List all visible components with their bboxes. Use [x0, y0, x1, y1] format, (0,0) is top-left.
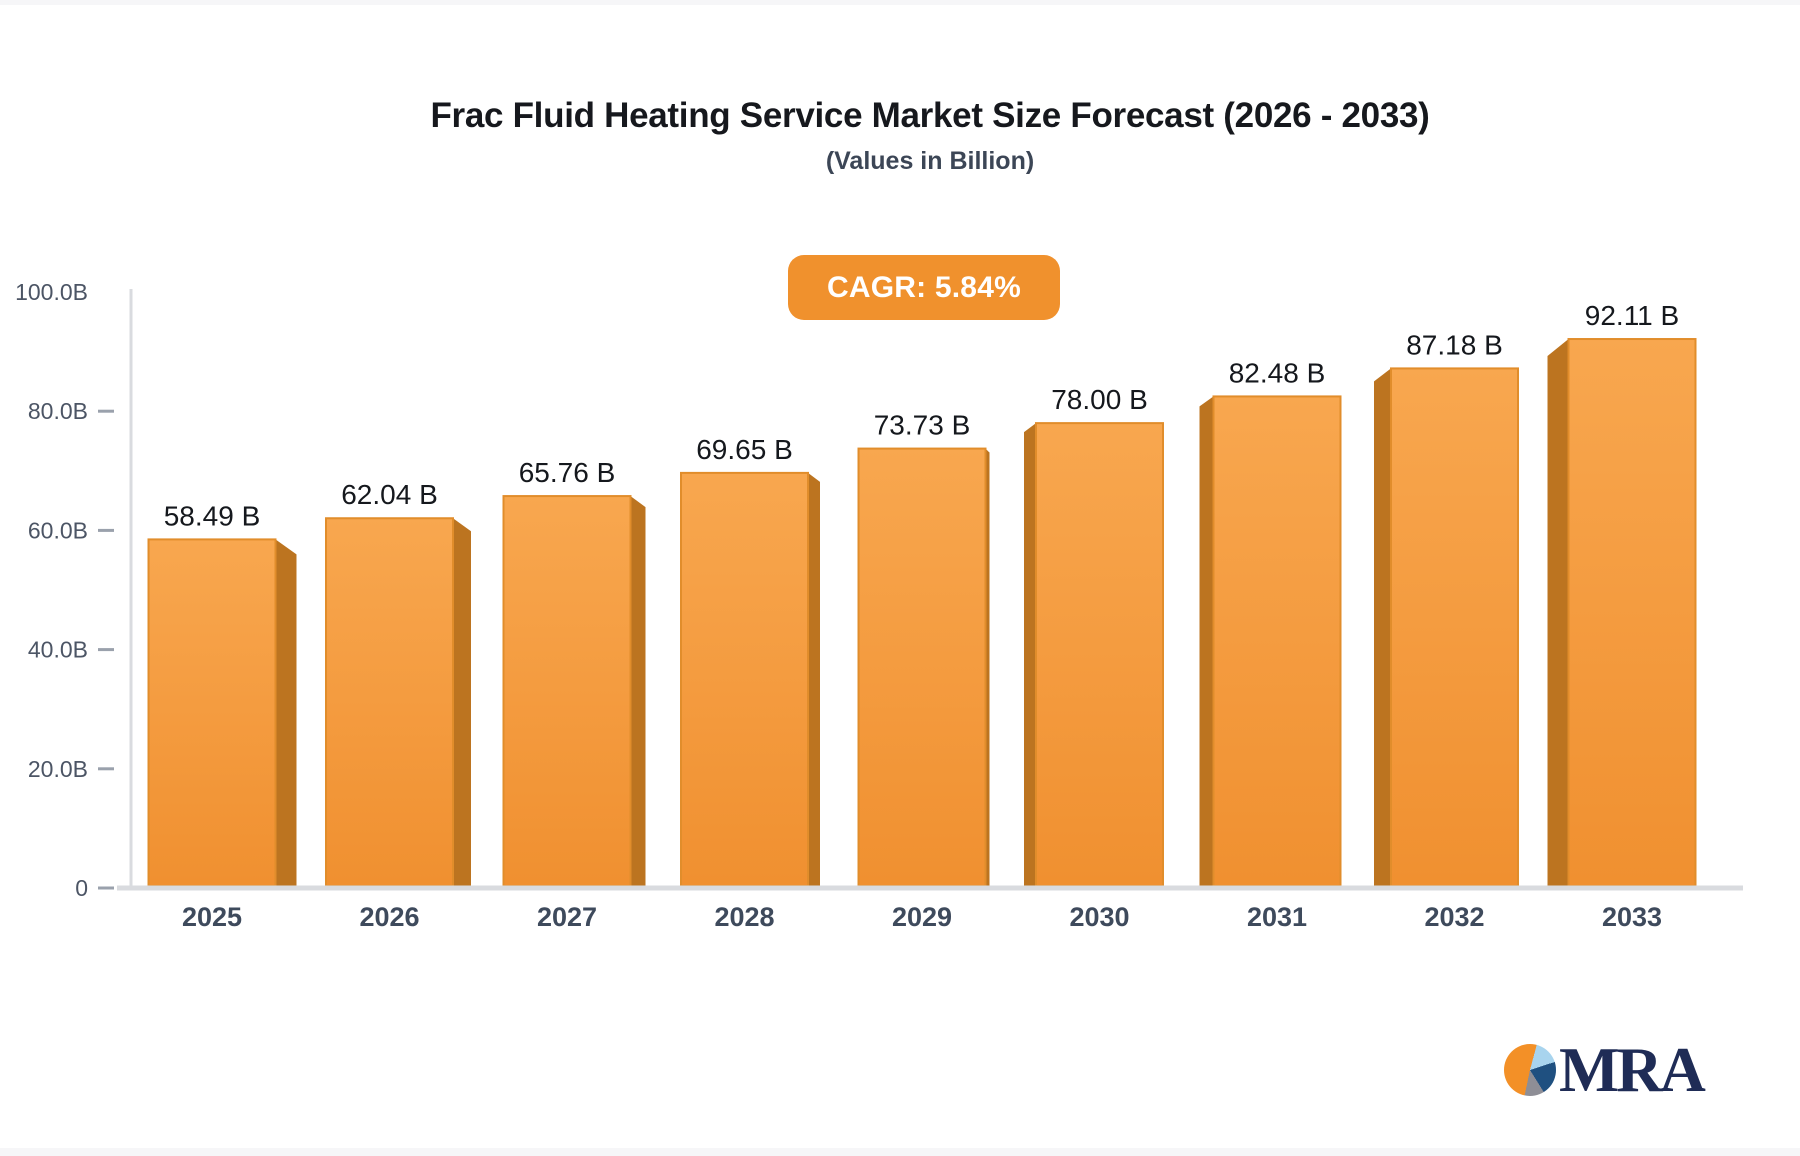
x-axis-label: 2026 [359, 902, 419, 932]
y-tick-label: 100.0B [15, 279, 88, 305]
bar-value-label: 87.18 B [1406, 329, 1503, 360]
x-axis-label: 2031 [1247, 902, 1307, 932]
bar-2031: 82.48 B 2031 [1199, 357, 1342, 932]
y-tick-label: 20.0B [28, 756, 88, 782]
bar-2029: 73.73 B 2029 [857, 410, 990, 932]
x-axis-label: 2027 [537, 902, 597, 932]
bar-value-label: 62.04 B [341, 479, 438, 510]
bar-2032: 87.18 B 2032 [1374, 329, 1519, 932]
pie-chart-logo-icon [1504, 1044, 1556, 1096]
bar-front-face [1567, 338, 1697, 887]
bar-value-label: 82.48 B [1229, 357, 1326, 388]
bar-value-label: 69.65 B [696, 434, 793, 465]
x-axis-label: 2028 [714, 902, 774, 932]
bar-value-label: 58.49 B [164, 500, 261, 531]
bar-side-face [808, 472, 820, 886]
bar-side-face [1024, 423, 1036, 886]
x-axis-label: 2025 [182, 902, 242, 932]
bar-front-face [1212, 395, 1342, 887]
bar-side-face [1374, 368, 1391, 886]
bar-front-face [680, 471, 809, 887]
bar-front-face [1035, 422, 1164, 887]
bar-side-face [275, 539, 297, 886]
bar-2030: 78.00 B 2030 [1024, 384, 1164, 932]
x-axis-label: 2032 [1424, 902, 1484, 932]
page-title: Frac Fluid Heating Service Market Size F… [430, 96, 1430, 135]
bar-front-face [147, 538, 277, 887]
bar-2027: 65.76 B 2027 [502, 457, 646, 932]
bar-value-label: 78.00 B [1051, 384, 1148, 415]
bar-2028: 69.65 B 2028 [680, 434, 820, 932]
y-tick-label: 60.0B [28, 517, 88, 543]
bar-front-face [857, 447, 987, 887]
bar-value-label: 65.76 B [519, 457, 616, 488]
bar-front-face [1390, 367, 1519, 887]
bar-side-face [1199, 396, 1214, 886]
y-tick-label: 80.0B [28, 398, 88, 424]
x-axis-label: 2033 [1602, 902, 1662, 932]
y-tick-label: 0 [75, 875, 88, 901]
y-tick-label: 40.0B [28, 637, 88, 663]
bar-front-face [325, 517, 454, 887]
bar-side-face [630, 496, 646, 886]
canvas-edge-bottom [0, 1148, 1800, 1156]
brand-logo-text: MRA [1559, 1034, 1706, 1105]
bar-front-face [502, 495, 632, 887]
x-axis-label: 2030 [1069, 902, 1129, 932]
bar-value-label: 92.11 B [1585, 300, 1679, 331]
x-axis-label: 2029 [892, 902, 952, 932]
bar-2025: 58.49 B 2025 [147, 500, 297, 932]
brand-logo: MRA [1504, 1034, 1706, 1105]
bar-side-face [1547, 339, 1569, 886]
bar-2033: 92.11 B 2033 [1547, 300, 1697, 932]
bar-2026: 62.04 B 2026 [325, 479, 471, 932]
cagr-badge: CAGR: 5.84% [788, 255, 1060, 320]
bar-value-label: 73.73 B [874, 410, 971, 441]
canvas-edge-top [0, 0, 1800, 5]
page-subtitle: (Values in Billion) [825, 147, 1035, 175]
bar-side-face [453, 518, 471, 886]
